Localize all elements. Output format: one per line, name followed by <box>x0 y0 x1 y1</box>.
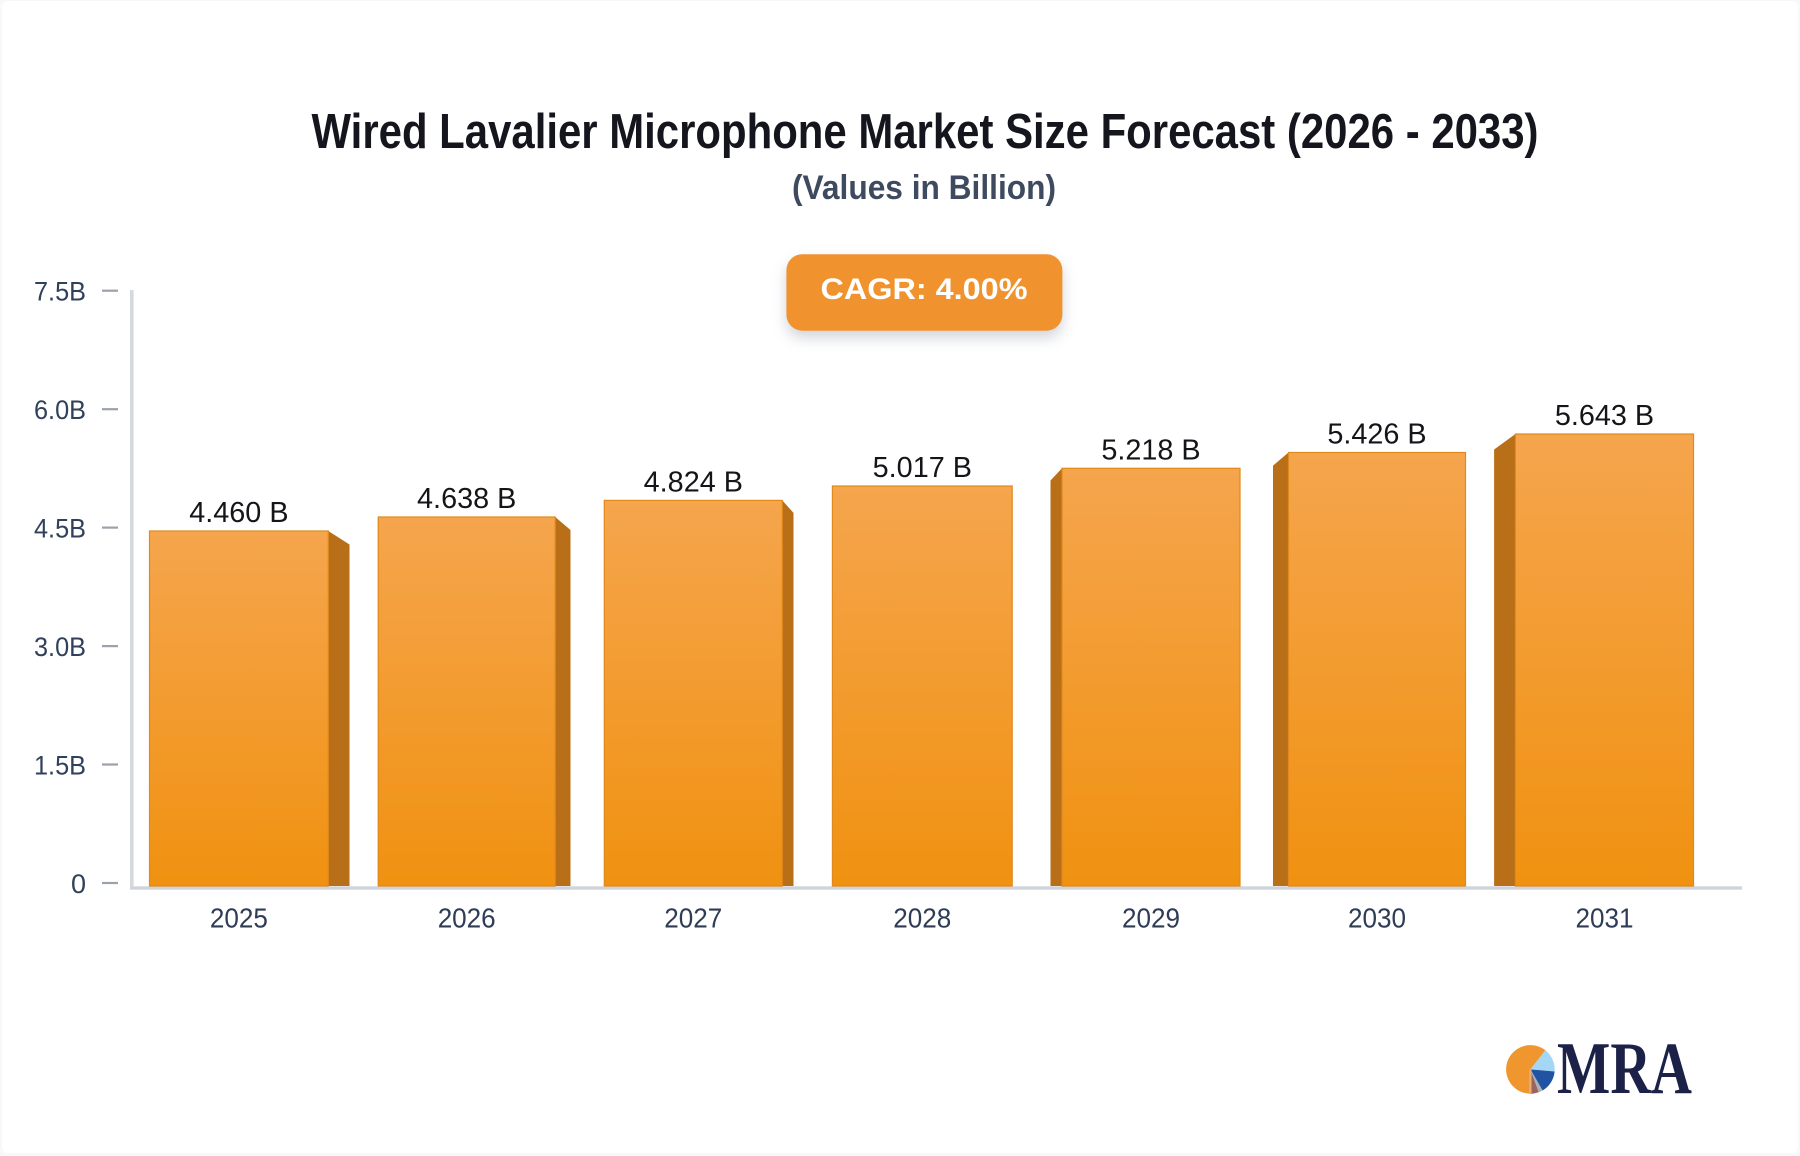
svg-text:3.0B: 3.0B <box>34 632 86 662</box>
svg-text:0: 0 <box>71 869 86 899</box>
svg-text:CAGR: 4.00%: CAGR: 4.00% <box>821 273 1028 306</box>
svg-text:5.643 B: 5.643 B <box>1555 400 1654 432</box>
svg-text:2028: 2028 <box>893 902 951 933</box>
svg-text:Wired Lavalier Microphone Mark: Wired Lavalier Microphone Market Size Fo… <box>312 104 1539 159</box>
svg-text:2025: 2025 <box>210 902 268 933</box>
svg-text:4.638 B: 4.638 B <box>417 483 516 515</box>
svg-text:1.5B: 1.5B <box>34 750 86 780</box>
svg-text:2029: 2029 <box>1122 902 1180 933</box>
svg-text:7.5B: 7.5B <box>34 277 86 307</box>
svg-text:MRA: MRA <box>1557 1028 1692 1110</box>
svg-text:2027: 2027 <box>664 902 722 933</box>
svg-text:(Values in Billion): (Values in Billion) <box>792 169 1056 207</box>
svg-text:2026: 2026 <box>438 902 496 933</box>
svg-text:5.017 B: 5.017 B <box>873 452 972 484</box>
svg-text:2031: 2031 <box>1576 902 1634 933</box>
svg-text:2030: 2030 <box>1348 902 1406 933</box>
svg-text:4.824 B: 4.824 B <box>644 466 743 498</box>
svg-text:5.218 B: 5.218 B <box>1101 434 1200 466</box>
svg-text:4.460 B: 4.460 B <box>189 497 288 529</box>
svg-text:4.5B: 4.5B <box>34 513 86 543</box>
svg-text:5.426 B: 5.426 B <box>1327 419 1426 451</box>
svg-text:6.0B: 6.0B <box>34 395 86 425</box>
